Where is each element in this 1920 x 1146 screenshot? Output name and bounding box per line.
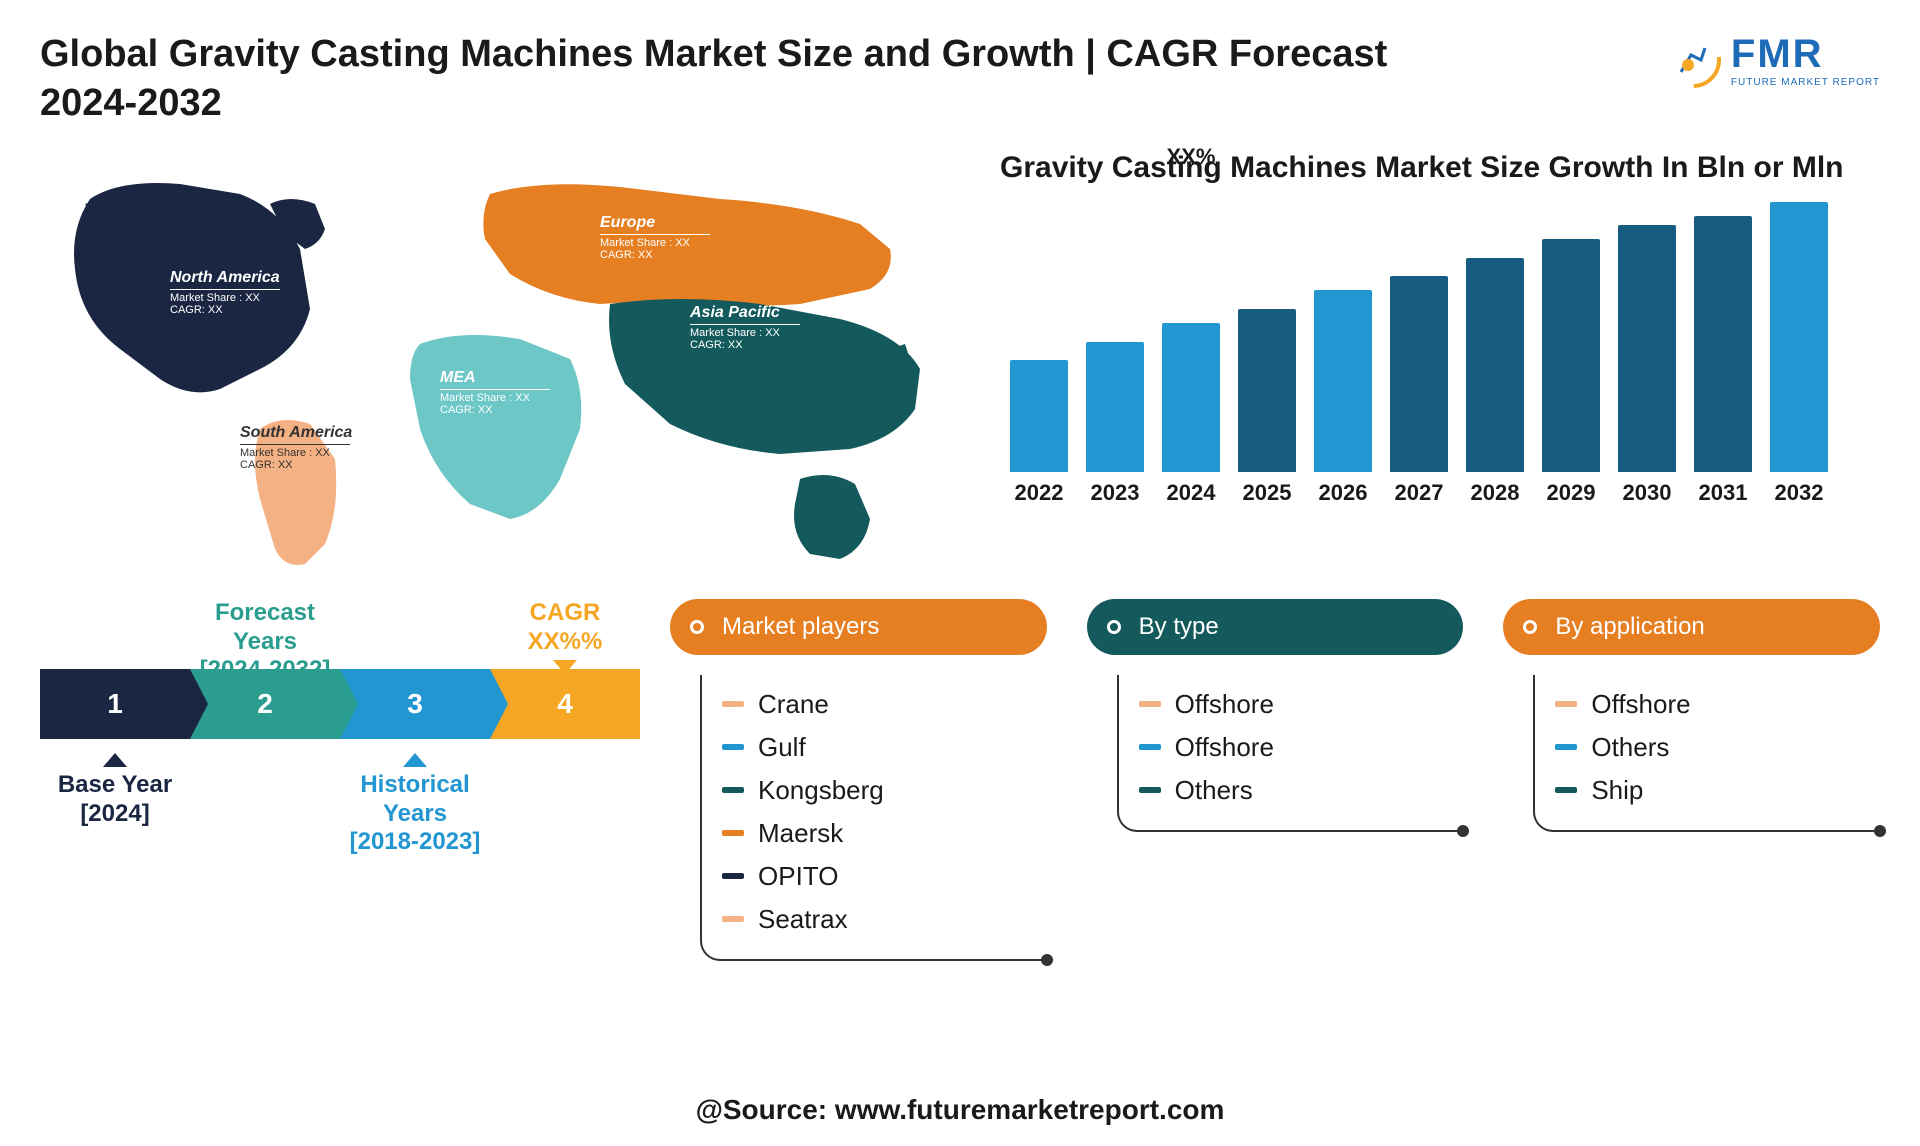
bar-2027: 2027 — [1390, 276, 1448, 506]
cat-item: Offshore — [1555, 683, 1880, 726]
cat-header: Market players — [670, 599, 1047, 655]
region-label-south-america: South AmericaMarket Share : XXCAGR: XX — [240, 424, 352, 471]
bar-2029: 2029 — [1542, 239, 1600, 506]
cat-item: Others — [1139, 769, 1464, 812]
telescope-icon — [1663, 30, 1723, 90]
cat-item: Seatrax — [722, 898, 1047, 941]
region-label-europe: EuropeMarket Share : XXCAGR: XX — [600, 214, 710, 261]
tl-bot-3 — [490, 749, 640, 857]
region-label-mea: MEAMarket Share : XXCAGR: XX — [440, 369, 550, 416]
region-label-asia-pacific: Asia PacificMarket Share : XXCAGR: XX — [690, 304, 800, 351]
cat-item: Offshore — [1139, 683, 1464, 726]
tl-seg-1: 1 — [40, 669, 190, 739]
bar-2030: 2030 — [1618, 225, 1676, 506]
tl-bot-2: Historical Years[2018-2023] — [340, 749, 490, 857]
timeline: Forecast Years[2024-2032]CAGR XX%% 1234 … — [40, 599, 640, 857]
bar-2026: 2026 — [1314, 290, 1372, 506]
bar-2024: XX%2024 — [1162, 323, 1220, 506]
cat-item: Crane — [722, 683, 1047, 726]
source-text: @Source: www.futuremarketreport.com — [0, 1094, 1920, 1126]
bar-2022: 2022 — [1010, 360, 1068, 506]
cat-item: Gulf — [722, 726, 1047, 769]
logo-fmr-text: FMR — [1731, 32, 1880, 77]
cat-item: Offshore — [1139, 726, 1464, 769]
category-by-type: By typeOffshoreOffshoreOthers — [1087, 599, 1464, 961]
bar-chart: Gravity Casting Machines Market Size Gro… — [1000, 149, 1880, 569]
tl-bot-0: Base Year[2024] — [40, 749, 190, 857]
cat-item: Maersk — [722, 812, 1047, 855]
category-market-players: Market players CraneGulfKongsbergMaerskOP… — [670, 599, 1047, 961]
bar-2023: 2023 — [1086, 342, 1144, 507]
cat-item: Kongsberg — [722, 769, 1047, 812]
logo: FMR FUTURE MARKET REPORT — [1663, 30, 1880, 90]
tl-seg-3: 3 — [340, 669, 490, 739]
bar-2025: 2025 — [1238, 309, 1296, 506]
cat-header: By application — [1503, 599, 1880, 655]
region-label-north-america: North AmericaMarket Share : XXCAGR: XX — [170, 269, 280, 316]
cat-item: Ship — [1555, 769, 1880, 812]
page-title: Global Gravity Casting Machines Market S… — [40, 30, 1440, 129]
category-by-application: By application OffshoreOthersShip — [1503, 599, 1880, 961]
cat-item: OPITO — [722, 855, 1047, 898]
bar-2031: 2031 — [1694, 216, 1752, 507]
tl-seg-4: 4 — [490, 669, 640, 739]
cat-header: By type — [1087, 599, 1464, 655]
map-svg — [40, 149, 960, 569]
bar-2028: 2028 — [1466, 258, 1524, 507]
bar-2032: XX%2032 — [1770, 202, 1828, 507]
tl-seg-2: 2 — [190, 669, 340, 739]
cat-item: Others — [1555, 726, 1880, 769]
chart-title: Gravity Casting Machines Market Size Gro… — [1000, 149, 1880, 187]
logo-sub-text: FUTURE MARKET REPORT — [1731, 77, 1880, 88]
world-map: North AmericaMarket Share : XXCAGR: XX So… — [40, 149, 960, 569]
tl-bot-1 — [190, 749, 340, 857]
